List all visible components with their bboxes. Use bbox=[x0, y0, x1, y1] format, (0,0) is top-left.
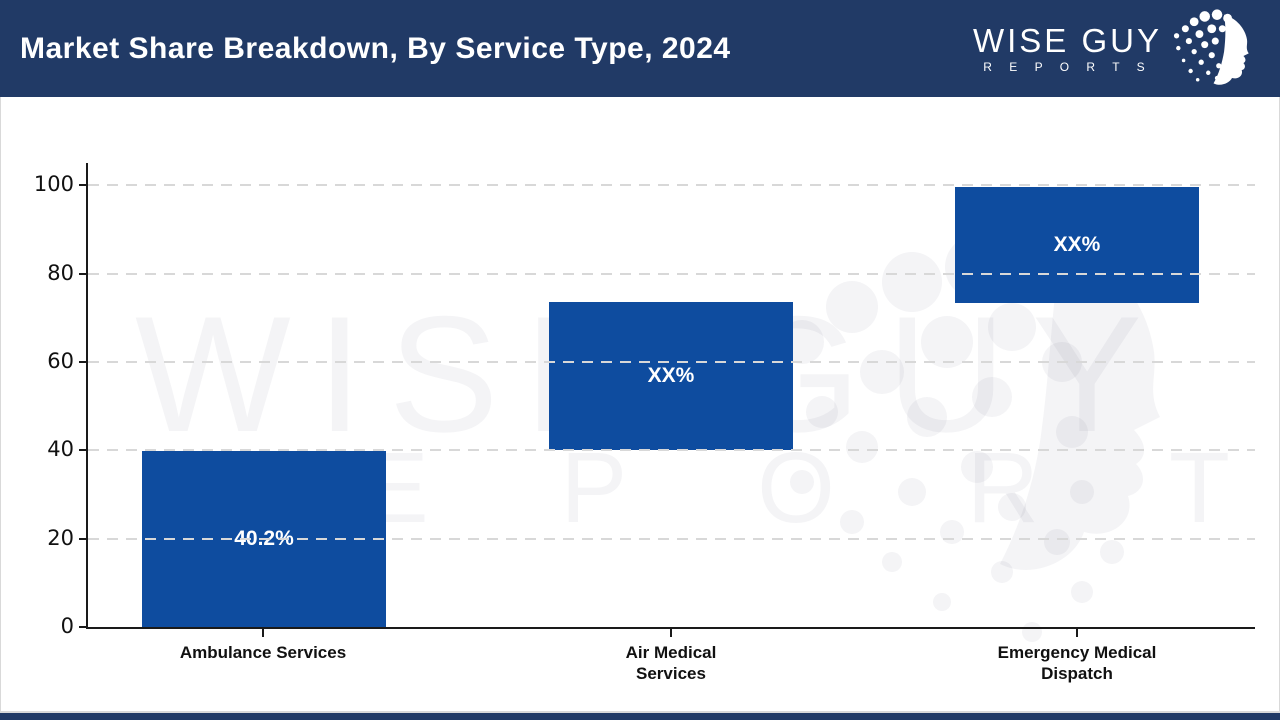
y-tick bbox=[79, 449, 87, 451]
bar-air-medical-services: XX% bbox=[549, 302, 793, 450]
logo-wordmark-main: WISE GUY bbox=[972, 21, 1162, 59]
gridline-40 bbox=[88, 449, 1255, 451]
y-tick bbox=[79, 273, 87, 275]
logo-face-icon bbox=[1173, 8, 1249, 85]
y-tick-label: 100 bbox=[33, 172, 74, 196]
gridline-60 bbox=[88, 361, 1255, 363]
logo-wordmark-sub: R E P O R T S bbox=[983, 59, 1152, 74]
y-tick-label: 80 bbox=[47, 261, 74, 285]
y-tick bbox=[79, 361, 87, 363]
y-tick-label: 40 bbox=[47, 437, 74, 461]
x-tick bbox=[1076, 629, 1078, 637]
y-axis-line bbox=[86, 163, 88, 629]
x-category-label-ambulance: Ambulance Services bbox=[179, 643, 347, 662]
y-tick bbox=[79, 626, 87, 628]
bar-emergency-medical-dispatch: XX% bbox=[955, 187, 1199, 303]
wiseguy-logo: WISE GUY R E P O R T S bbox=[973, 6, 1254, 92]
x-category-label-air-medical: Air Medical Services bbox=[625, 643, 717, 683]
y-tick bbox=[79, 538, 87, 540]
x-axis-line bbox=[86, 627, 1255, 629]
footer-bar bbox=[0, 711, 1280, 720]
gridline-80 bbox=[88, 273, 1255, 275]
bar-value-label: XX% bbox=[647, 364, 695, 387]
y-tick-label: 0 bbox=[60, 614, 74, 638]
gridline-100 bbox=[88, 184, 1255, 186]
x-category-label-emergency-dispatch: Emergency Medical Dispatch bbox=[997, 643, 1157, 683]
y-tick bbox=[79, 184, 87, 186]
y-tick-label: 20 bbox=[47, 526, 74, 550]
chart-title: Market Share Breakdown, By Service Type,… bbox=[20, 31, 731, 65]
x-tick bbox=[670, 629, 672, 637]
bar-value-label: XX% bbox=[1053, 233, 1101, 256]
x-tick bbox=[262, 629, 264, 637]
header-bar: Market Share Breakdown, By Service Type,… bbox=[0, 0, 1280, 97]
gridline-20 bbox=[88, 538, 1255, 540]
y-tick-label: 60 bbox=[47, 349, 74, 373]
logo-wordmark: WISE GUY R E P O R T S bbox=[972, 21, 1162, 74]
